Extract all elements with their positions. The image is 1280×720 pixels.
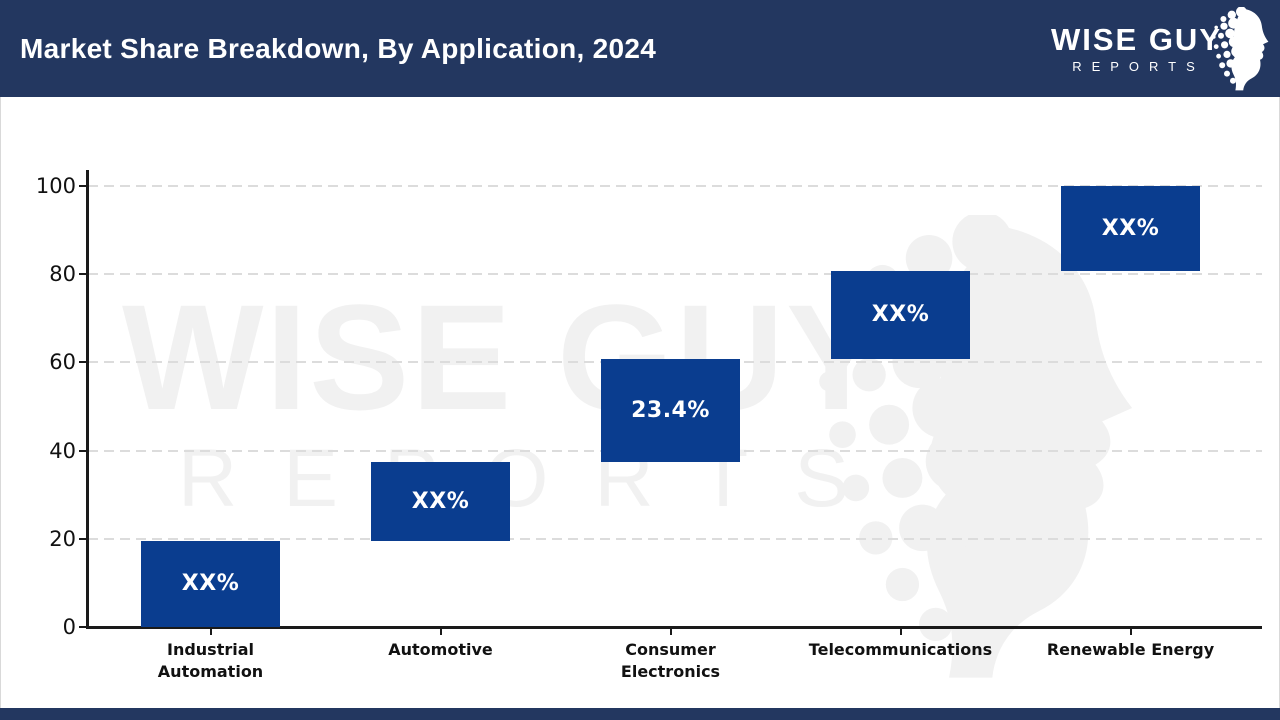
- x-tick-mark: [439, 628, 442, 635]
- x-category-label: Industrial Automation: [157, 640, 264, 681]
- brand-logo-text: WISE GUY REPORTS: [1051, 24, 1222, 74]
- dotted-head-logo-icon: [1212, 6, 1269, 90]
- y-tick-mark: [79, 185, 87, 187]
- x-tick-mark: [209, 628, 212, 635]
- x-category-label: Automotive: [388, 640, 493, 659]
- bar-value-label: XX%: [1101, 215, 1160, 241]
- y-tick-label: 60: [49, 350, 76, 375]
- y-axis-spine: [86, 170, 89, 629]
- bar-segment: 23.4%: [601, 358, 740, 463]
- x-category-label: Consumer Electronics: [620, 640, 721, 681]
- y-tick-mark: [79, 626, 87, 628]
- page-title: Market Share Breakdown, By Application, …: [20, 32, 657, 64]
- y-tick-mark: [79, 361, 87, 364]
- x-category-label: Renewable Energy: [1046, 640, 1215, 659]
- x-tick-mark: [1129, 628, 1132, 635]
- x-tick-mark: [899, 628, 902, 635]
- y-tick-mark: [79, 273, 87, 276]
- bar-value-label: XX%: [411, 489, 470, 515]
- y-tick-label: 80: [49, 262, 76, 287]
- y-tick-label: 40: [49, 438, 76, 463]
- y-tick-label: 100: [35, 174, 76, 198]
- footer-bar: [0, 708, 1280, 720]
- brand-name: WISE GUY: [1050, 21, 1222, 57]
- y-tick-mark: [79, 537, 87, 540]
- header-bar: Market Share Breakdown, By Application, …: [0, 0, 1280, 97]
- brand-subname: REPORTS: [1072, 58, 1205, 74]
- bar-segment: XX%: [1061, 186, 1200, 271]
- bar-value-label: XX%: [181, 571, 240, 597]
- bar-segment: XX%: [831, 270, 970, 359]
- gridline: [88, 537, 1262, 540]
- bar-segment: XX%: [371, 462, 510, 541]
- y-tick-label: 20: [49, 526, 76, 551]
- y-tick-label: 0: [62, 615, 76, 639]
- watermark-brand-text: WISE GUY: [122, 273, 889, 441]
- gridline: [88, 273, 1262, 276]
- bar-value-label: 23.4%: [631, 397, 710, 423]
- x-axis-spine: [86, 626, 1262, 629]
- brand-logo: WISE GUY REPORTS: [1051, 6, 1280, 91]
- x-tick-mark: [669, 628, 672, 635]
- x-category-label: Telecommunications: [808, 640, 993, 659]
- gridline: [88, 185, 1262, 187]
- bar-value-label: XX%: [871, 302, 930, 328]
- bar-segment: XX%: [141, 541, 280, 627]
- y-tick-mark: [79, 449, 87, 452]
